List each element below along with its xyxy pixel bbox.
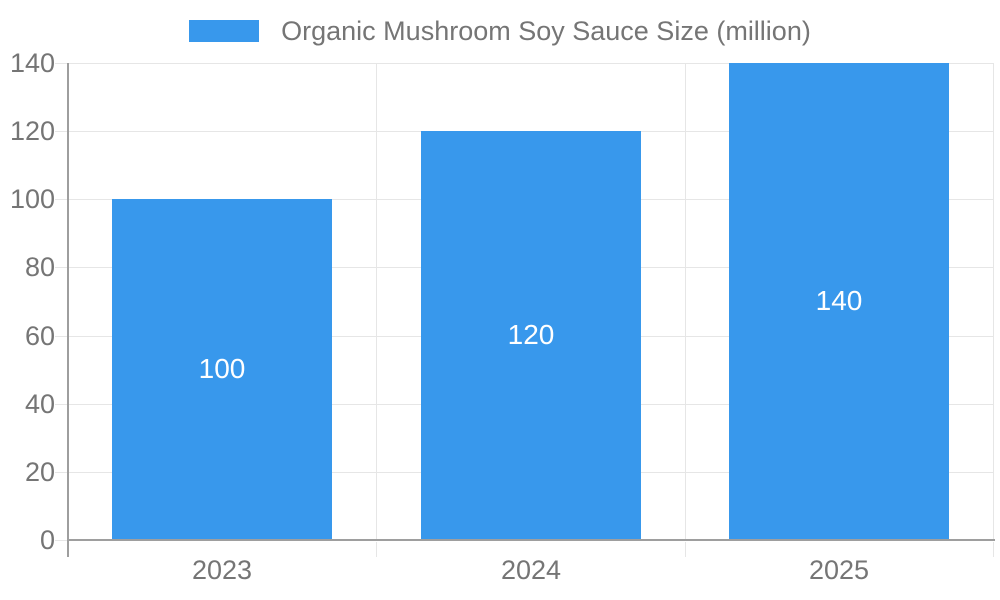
x-gridline bbox=[993, 63, 994, 540]
x-gridline bbox=[376, 63, 377, 540]
y-tick bbox=[55, 336, 68, 337]
y-axis-tick-label: 100 bbox=[9, 184, 55, 214]
legend-label: Organic Mushroom Soy Sauce Size (million… bbox=[281, 16, 811, 46]
y-gridline bbox=[68, 63, 993, 64]
bar[interactable]: 120 bbox=[421, 131, 641, 539]
y-tick bbox=[55, 63, 68, 64]
y-tick bbox=[55, 267, 68, 268]
legend[interactable]: Organic Mushroom Soy Sauce Size (million… bbox=[0, 16, 1000, 46]
y-tick bbox=[55, 472, 68, 473]
y-axis-tick-label: 60 bbox=[24, 321, 55, 351]
y-axis-tick-label: 120 bbox=[9, 116, 55, 146]
y-axis-tick-label: 40 bbox=[24, 389, 55, 419]
y-axis-tick-label: 20 bbox=[24, 457, 55, 487]
bar-value-label: 120 bbox=[507, 319, 555, 350]
y-tick bbox=[55, 199, 68, 200]
y-tick bbox=[55, 131, 68, 132]
y-tick bbox=[55, 404, 68, 405]
x-tick bbox=[685, 542, 686, 557]
x-axis-tick-label: 2025 bbox=[808, 555, 870, 585]
x-axis-line bbox=[67, 539, 995, 541]
x-tick bbox=[993, 542, 994, 557]
y-axis-line bbox=[67, 63, 69, 557]
x-gridline bbox=[685, 63, 686, 540]
x-tick bbox=[376, 542, 377, 557]
y-axis-tick-label: 140 bbox=[9, 48, 55, 78]
bar-value-label: 100 bbox=[198, 353, 246, 384]
x-axis-tick-label: 2023 bbox=[191, 555, 253, 585]
legend-swatch bbox=[189, 20, 260, 42]
y-axis-tick-label: 80 bbox=[24, 252, 55, 282]
y-tick bbox=[55, 540, 68, 541]
bar[interactable]: 140 bbox=[729, 63, 949, 539]
y-axis-tick-label: 0 bbox=[39, 525, 55, 555]
x-axis-tick-label: 2024 bbox=[500, 555, 562, 585]
bar[interactable]: 100 bbox=[112, 199, 332, 539]
bar-value-label: 140 bbox=[815, 285, 863, 316]
